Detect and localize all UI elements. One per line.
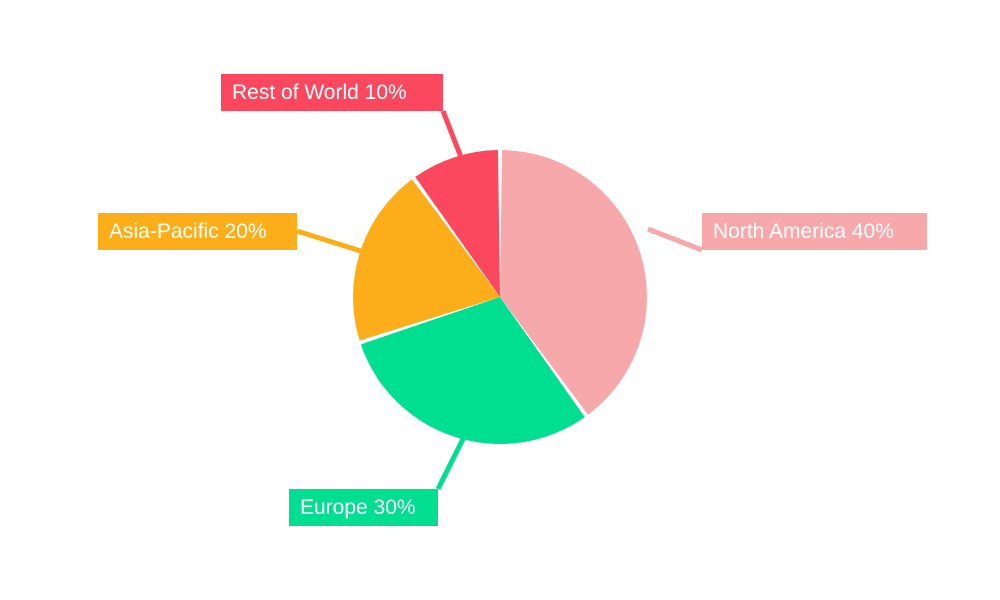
slice-label-europe-text: Europe 30% <box>300 496 416 519</box>
leader-line-europe <box>435 435 467 491</box>
pie-slice-rest-of-world[interactable] <box>415 150 500 297</box>
slice-label-rest-of-world: Rest of World 10% <box>221 74 443 111</box>
pie-slices-group <box>353 150 648 444</box>
leader-line-asia-pacific <box>296 228 365 255</box>
pie-slice-north-america[interactable] <box>500 150 648 415</box>
pie-slice-asia-pacific[interactable] <box>353 179 500 341</box>
slice-label-rest-of-world-text: Rest of World 10% <box>232 81 407 104</box>
slice-label-north-america: North America 40% <box>702 213 927 250</box>
slice-label-asia-pacific-text: Asia-Pacific 20% <box>109 220 267 243</box>
slice-label-north-america-text: North America 40% <box>713 220 894 243</box>
pie-slice-europe[interactable] <box>360 297 585 444</box>
slice-label-europe: Europe 30% <box>289 489 438 526</box>
leader-line-north-america <box>647 226 703 253</box>
slice-label-asia-pacific: Asia-Pacific 20% <box>98 213 297 250</box>
